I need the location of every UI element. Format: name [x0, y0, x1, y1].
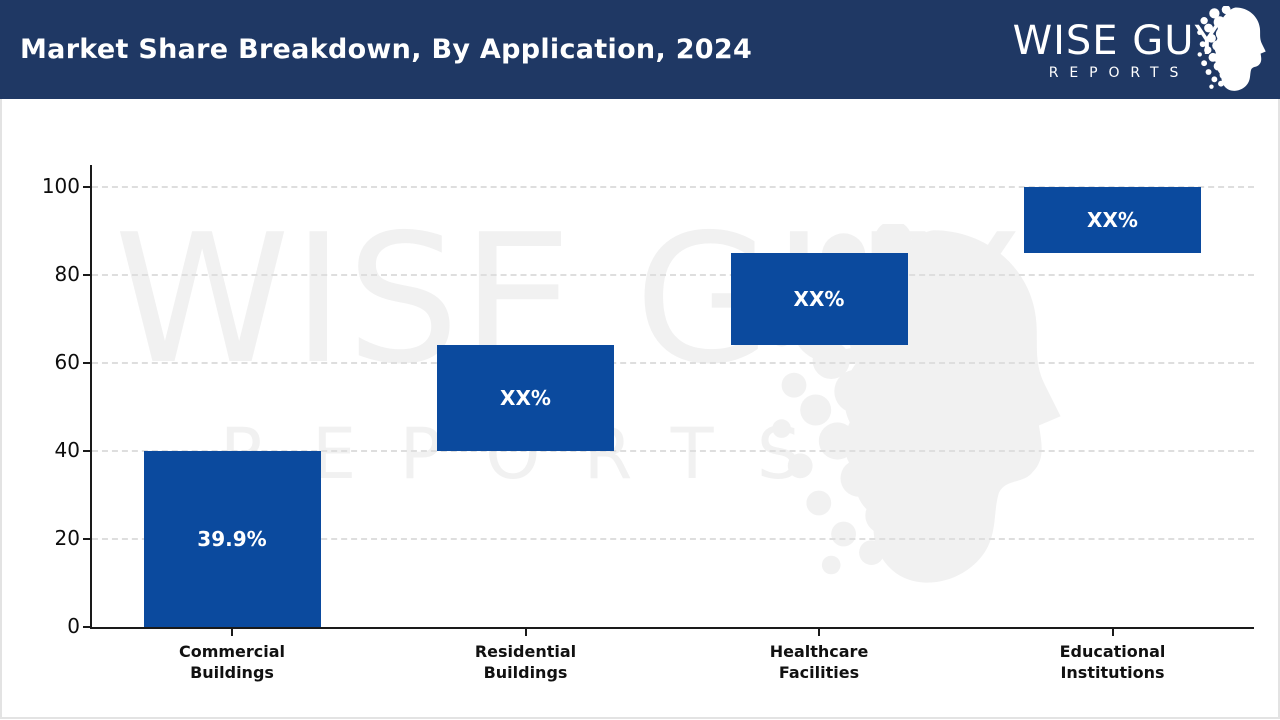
x-category-label-3: Healthcare Facilities: [699, 641, 939, 683]
bar-1: 39.9%: [143, 451, 321, 627]
logo-wordmark: WISE GUY REPORTS: [1013, 19, 1220, 81]
chart-canvas: WISE GUY REPORTS 0 20 40 60 80 100 39.9% XX% XX…: [0, 99, 1280, 719]
y-tick-label-20: 20: [54, 525, 80, 550]
x-category-line2: Buildings: [483, 663, 568, 682]
x-axis-spine: [90, 627, 1254, 629]
x-tick-3: [818, 629, 820, 636]
y-tick-label-40: 40: [54, 437, 80, 462]
y-tick-label-80: 80: [54, 261, 80, 286]
x-tick-1: [231, 629, 233, 636]
bar-value-label: XX%: [500, 386, 551, 411]
header: Market Share Breakdown, By Application, …: [0, 0, 1280, 99]
gridline-20: [92, 537, 1254, 540]
x-category-line1: Educational: [1059, 642, 1166, 661]
page-title: Market Share Breakdown, By Application, …: [20, 34, 753, 65]
y-tick-20: [83, 537, 90, 540]
y-tick-label-0: 0: [67, 614, 80, 638]
x-category-line1: Commercial: [178, 642, 286, 661]
x-category-line2: Institutions: [1060, 663, 1165, 682]
y-tick-40: [83, 449, 90, 452]
bar-3: XX%: [730, 252, 908, 346]
gridline-100: [92, 185, 1254, 188]
x-category-line1: Residential: [474, 642, 577, 661]
x-category-line1: Healthcare: [769, 642, 869, 661]
bar-value-label: XX%: [1087, 207, 1138, 232]
y-tick-label-100: 100: [41, 173, 80, 198]
x-category-line2: Buildings: [190, 663, 274, 682]
y-tick-60: [83, 361, 90, 364]
bar-2: XX%: [437, 345, 614, 452]
logo-wordmark-line1: WISE GUY: [1012, 18, 1220, 64]
x-category-label-1: Commercial Buildings: [112, 641, 352, 683]
bar-value-label: 39.9%: [197, 527, 267, 552]
bar-value-label: XX%: [793, 286, 845, 311]
x-tick-4: [1111, 629, 1114, 636]
y-tick-80: [83, 273, 90, 276]
y-axis-spine: [90, 165, 92, 629]
bar-4: XX%: [1024, 186, 1201, 253]
x-category-label-2: Residential Buildings: [406, 641, 646, 683]
wiseguy-logo: WISE GUY REPORTS: [1013, 4, 1270, 96]
logo-wordmark-line2: REPORTS: [1048, 65, 1190, 81]
x-tick-2: [524, 629, 527, 636]
gridline-80: [92, 273, 1254, 276]
x-category-line2: Facilities: [778, 663, 860, 682]
y-tick-label-60: 60: [54, 349, 80, 374]
y-tick-0: [83, 626, 90, 628]
x-category-label-4: Educational Institutions: [993, 641, 1233, 683]
y-tick-100: [83, 185, 90, 188]
gridline-40: [92, 449, 1254, 452]
gridline-60: [92, 361, 1254, 364]
